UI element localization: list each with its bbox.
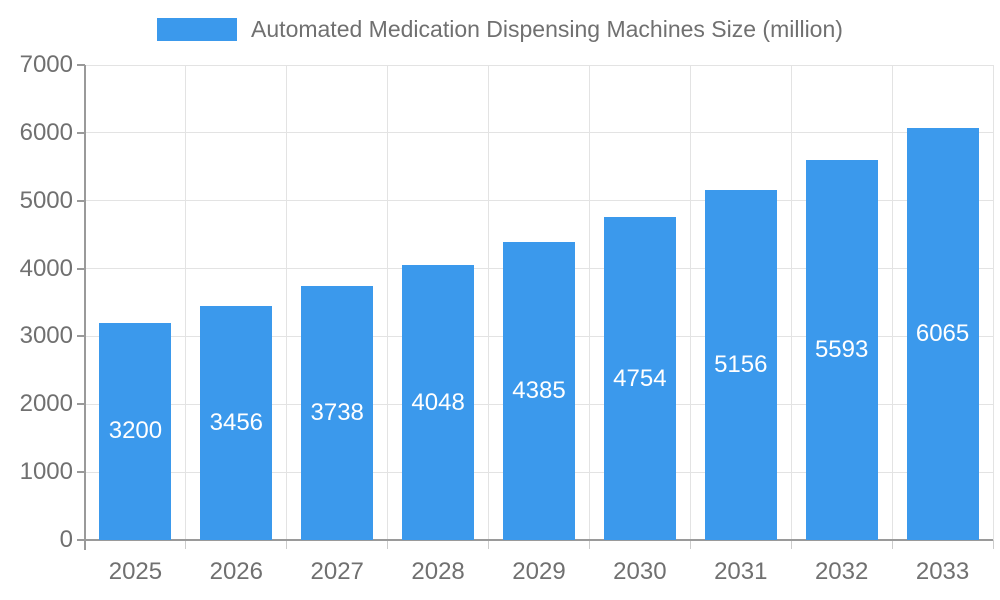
x-gridline <box>588 65 590 540</box>
legend[interactable]: Automated Medication Dispensing Machines… <box>0 16 1000 43</box>
y-axis-tick-label: 6000 <box>19 118 73 146</box>
x-axis-tick-label: 2026 <box>209 558 263 585</box>
y-gridline <box>85 200 993 202</box>
bar-2031[interactable]: 5156 <box>704 190 777 540</box>
bar-2033[interactable]: 6065 <box>906 128 979 540</box>
bar-2030[interactable]: 4754 <box>603 217 676 540</box>
x-axis-tick-label: 2033 <box>915 558 970 585</box>
bar-value-label: 4754 <box>613 364 667 392</box>
plot-area: 0 1000 2000 3000 4000 5000 6000 7000 3200 2025 345… <box>20 51 994 585</box>
y-axis-tick-label: 1000 <box>19 458 73 486</box>
bar-2029[interactable]: 4385 <box>503 242 575 540</box>
y-axis-tick <box>77 539 85 541</box>
y-axis-tick <box>77 335 85 338</box>
x-gridline <box>387 65 389 540</box>
x-gridline <box>891 65 893 540</box>
x-gridline <box>286 65 288 540</box>
y-axis-tick <box>77 267 85 270</box>
x-gridline <box>689 65 691 540</box>
y-axis-tick-label: 0 <box>59 526 73 553</box>
bar-value-label: 3200 <box>108 417 163 445</box>
x-gridline <box>992 65 994 540</box>
bar-value-label: 3456 <box>209 408 264 436</box>
x-axis-tick <box>790 540 792 549</box>
legend-swatch <box>157 18 238 41</box>
bar-value-label: 6065 <box>915 320 970 348</box>
bar-value-label: 3738 <box>310 399 364 427</box>
bar-value-label: 5593 <box>814 336 869 364</box>
y-gridline <box>85 64 993 66</box>
x-axis-tick-label: 2031 <box>714 558 768 585</box>
x-axis-tick <box>992 540 994 549</box>
y-axis-tick <box>77 199 85 202</box>
x-axis-tick <box>286 540 288 549</box>
x-axis-tick-label: 2027 <box>310 558 364 585</box>
bar-2032[interactable]: 5593 <box>805 160 878 540</box>
bar-value-label: 5156 <box>714 351 768 379</box>
y-axis-tick-label: 2000 <box>19 390 73 418</box>
legend-label: Automated Medication Dispensing Machines… <box>251 16 843 42</box>
x-gridline <box>488 65 490 540</box>
bar-value-label: 4385 <box>512 377 566 405</box>
x-axis-tick-label: 2029 <box>512 558 566 585</box>
x-axis-tick-label: 2032 <box>814 558 869 585</box>
y-axis-tick <box>77 131 85 134</box>
y-axis-tick <box>77 403 85 406</box>
y-axis-tick <box>77 64 85 66</box>
x-axis-tick <box>185 540 187 549</box>
bar-2025[interactable]: 3200 <box>99 322 172 540</box>
bar-value-label: 4048 <box>411 388 465 416</box>
x-axis-tick <box>891 540 893 549</box>
x-axis-tick <box>488 540 490 549</box>
x-axis-tick <box>588 540 590 549</box>
x-axis-line <box>85 539 993 541</box>
x-axis-tick-label: 2025 <box>108 558 163 585</box>
x-axis-tick-label: 2030 <box>613 558 667 585</box>
y-axis-tick-label: 4000 <box>19 254 73 282</box>
y-axis-tick <box>77 471 85 474</box>
bar-2027[interactable]: 3738 <box>301 286 374 540</box>
x-gridline <box>790 65 792 540</box>
x-axis-tick <box>689 540 691 549</box>
x-gridline <box>185 65 187 540</box>
y-axis-tick-label: 7000 <box>19 51 73 78</box>
y-axis-line <box>84 65 86 550</box>
x-axis-tick-label: 2028 <box>411 558 465 585</box>
bar-2028[interactable]: 4048 <box>402 265 475 540</box>
x-axis-tick <box>387 540 389 549</box>
y-axis-tick-label: 5000 <box>19 186 73 214</box>
y-gridline <box>85 132 993 134</box>
y-axis-tick-label: 3000 <box>19 322 73 350</box>
bar-2026[interactable]: 3456 <box>200 305 273 540</box>
